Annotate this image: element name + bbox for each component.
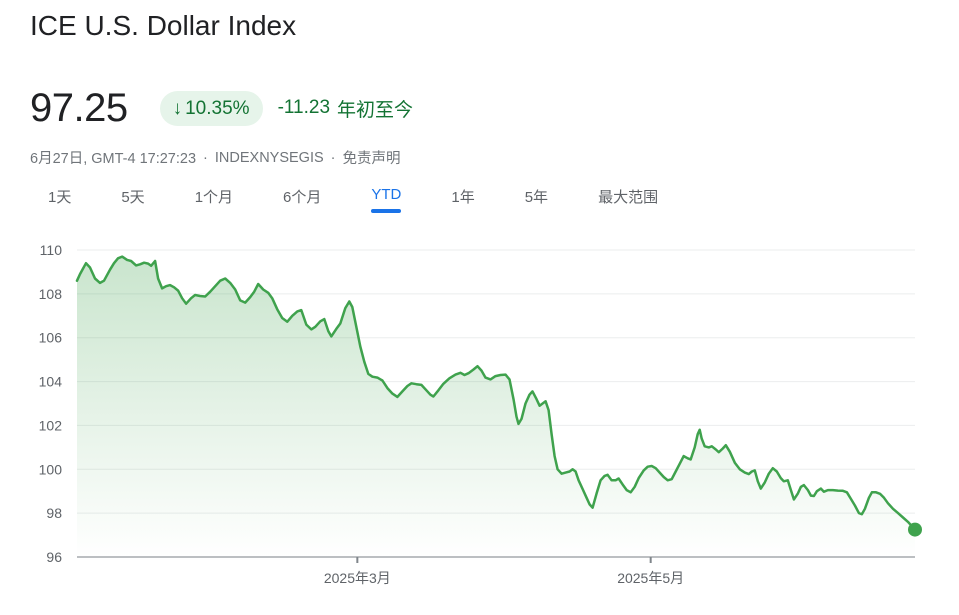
x-tick-label: 2025年3月 <box>324 570 391 586</box>
x-tick-label: 2025年5月 <box>617 570 684 586</box>
quote-timestamp: 6月27日, GMT-4 17:27:23 <box>30 151 197 167</box>
change-percent-value: 10.35% <box>185 97 250 119</box>
area-fill <box>77 256 915 557</box>
meta-separator: · <box>203 149 208 166</box>
meta-separator: · <box>330 149 336 166</box>
y-tick-label: 100 <box>39 461 63 477</box>
y-tick-label: 102 <box>39 417 63 433</box>
price-chart-svg[interactable]: 110 108 106 104 102 100 98 96 2025年3月 2025年5月 <box>0 235 959 610</box>
y-tick-label: 104 <box>39 374 63 390</box>
y-tick-label: 106 <box>39 330 63 346</box>
quote-meta: 6月27日, GMT-4 17:27:23 · INDEXNYSEGIS · 免… <box>30 147 401 168</box>
current-price: 97.25 <box>30 86 128 130</box>
tab-5d[interactable]: 5天 <box>121 182 144 217</box>
change-absolute-value: -11.23 <box>277 97 331 118</box>
price-chart: 110 108 106 104 102 100 98 96 2025年3月 2025年5月 <box>0 235 959 610</box>
tab-6m[interactable]: 6个月 <box>283 182 321 217</box>
tab-1m[interactable]: 1个月 <box>195 182 233 217</box>
tab-1d[interactable]: 1天 <box>48 182 71 217</box>
change-absolute: -11.23 年初至今 <box>278 95 413 122</box>
tab-5y[interactable]: 5年 <box>525 182 548 217</box>
page-title: ICE U.S. Dollar Index <box>30 10 297 41</box>
change-period-label: 年初至今 <box>337 99 414 121</box>
tab-ytd[interactable]: YTD <box>371 182 402 213</box>
y-tick-label: 110 <box>40 242 63 258</box>
arrow-down-icon: ↓ <box>172 97 183 119</box>
range-tabs: 1天 5天 1个月 6个月 YTD 1年 5年 最大范围 <box>48 182 658 217</box>
price-line <box>75 255 917 531</box>
y-tick-label: 96 <box>46 549 62 565</box>
disclaimer-link[interactable]: 免责声明 <box>342 151 401 167</box>
exchange-code: INDEXNYSEGIS <box>214 149 324 166</box>
y-tick-label: 108 <box>39 286 63 302</box>
last-price-dot <box>908 522 922 537</box>
y-tick-label: 98 <box>46 505 62 521</box>
quote-header: 97.25 ↓ 10.35% -11.23 年初至今 <box>30 84 413 132</box>
change-percent-badge: ↓ 10.35% <box>159 90 263 126</box>
tab-1y[interactable]: 1年 <box>451 182 474 217</box>
tab-max[interactable]: 最大范围 <box>598 182 658 217</box>
